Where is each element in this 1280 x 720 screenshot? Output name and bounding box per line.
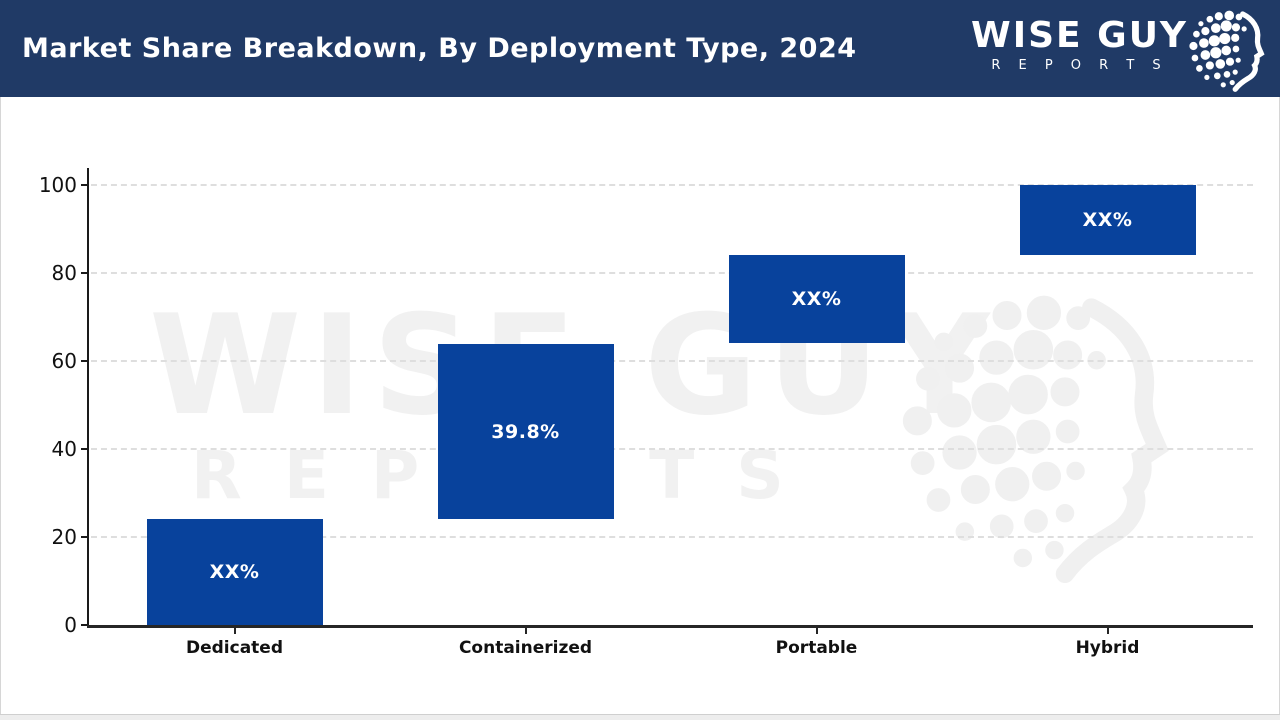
y-tick-mark [81, 272, 89, 274]
x-category-label: Portable [775, 638, 858, 658]
y-tick-label: 20 [51, 525, 77, 549]
y-tick-mark [81, 536, 89, 538]
x-category-label: Dedicated [185, 638, 283, 658]
x-category-label: Hybrid [1075, 638, 1140, 658]
y-tick-mark [81, 624, 89, 626]
y-tick-mark [81, 360, 89, 362]
logo-wordmark: WISE GUY [970, 15, 1188, 56]
x-tick-mark [815, 628, 818, 634]
y-tick-label: 0 [64, 613, 77, 637]
wiseguy-logo: WISE GUY R E P O R T S [971, 10, 1268, 90]
y-tick-label: 80 [51, 261, 77, 285]
y-tick-mark [81, 184, 89, 186]
header-bar: Market Share Breakdown, By Deployment Ty… [0, 0, 1280, 97]
y-tick-mark [81, 448, 89, 450]
gridline-80 [91, 272, 1253, 274]
gridline-100 [91, 184, 1253, 186]
y-axis-line [87, 168, 89, 628]
y-tick-label: 60 [51, 349, 77, 373]
x-axis-line [87, 625, 1253, 628]
logo-subtitle: R E P O R T S [991, 58, 1168, 73]
bar-hybrid: XX% [1019, 185, 1196, 256]
bottom-divider [0, 714, 1280, 720]
x-category-label: Containerized [458, 638, 593, 658]
bar-containerized: 39.8% [437, 344, 614, 520]
bar-value-label: 39.8% [491, 420, 560, 443]
page-title: Market Share Breakdown, By Deployment Ty… [22, 33, 857, 64]
y-tick-label: 100 [38, 173, 77, 197]
bar-dedicated: XX% [146, 519, 323, 625]
x-tick-mark [524, 628, 527, 634]
bar-value-label: XX% [1082, 209, 1133, 232]
bar-value-label: XX% [209, 561, 260, 584]
bar-value-label: XX% [791, 288, 842, 311]
gridline-20 [91, 536, 1253, 538]
wiseguy-head-icon [1186, 10, 1268, 94]
bar-portable: XX% [728, 255, 905, 344]
gridline-40 [91, 448, 1253, 450]
x-tick-mark [1106, 628, 1109, 634]
watermark-head-icon [891, 227, 1181, 657]
x-tick-mark [233, 628, 236, 634]
gridline-60 [91, 360, 1253, 362]
wiseguy-logo-text: WISE GUY R E P O R T S [970, 15, 1188, 74]
y-tick-label: 40 [51, 437, 77, 461]
